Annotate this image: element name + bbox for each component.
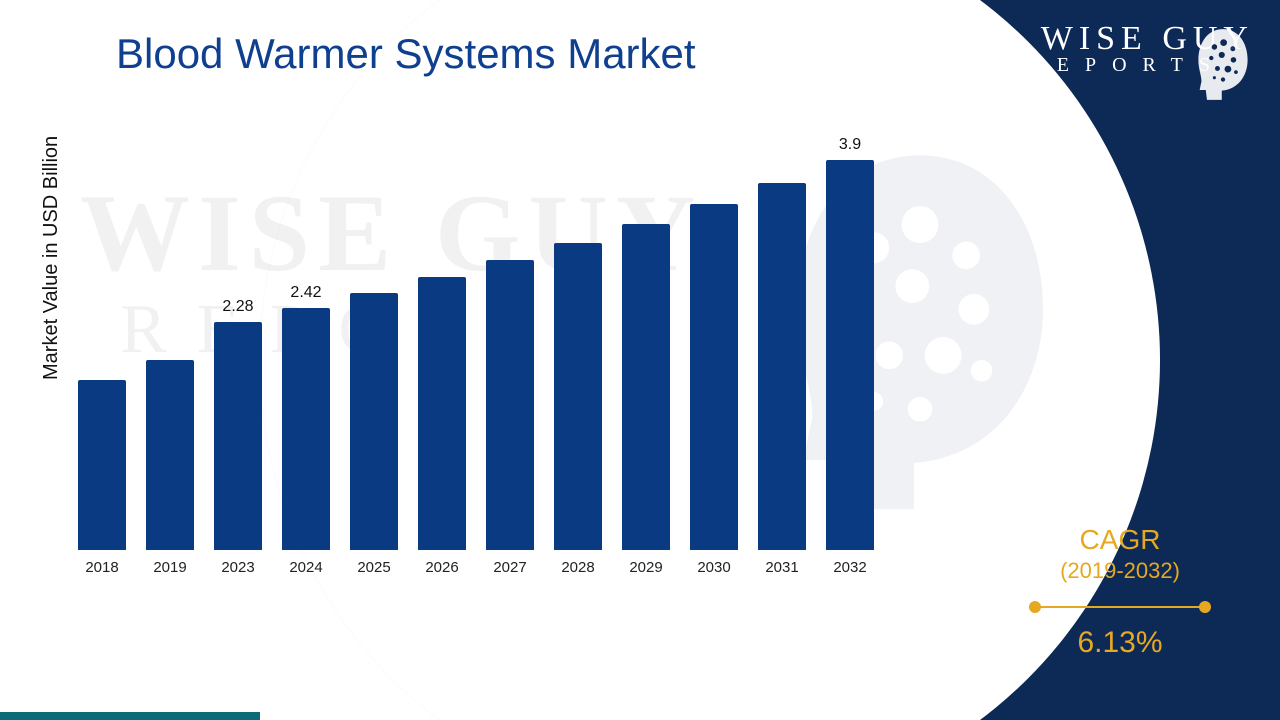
bar bbox=[690, 204, 738, 550]
bottom-accent-bar bbox=[0, 712, 260, 720]
bar bbox=[282, 308, 330, 550]
cagr-range: (2019-2032) bbox=[1020, 558, 1220, 584]
bar bbox=[350, 293, 398, 550]
cagr-value: 6.13% bbox=[1020, 626, 1220, 660]
bar bbox=[214, 322, 262, 550]
x-tick-label: 2025 bbox=[344, 559, 404, 576]
cagr-title: CAGR bbox=[1020, 524, 1220, 556]
x-tick-label: 2018 bbox=[72, 559, 132, 576]
plot-area: 201820192.2820232.4220242025202620272028… bbox=[78, 150, 888, 550]
brand-logo: WISE GUY REPORTS bbox=[984, 20, 1254, 77]
x-tick-label: 2030 bbox=[684, 559, 744, 576]
x-tick-label: 2028 bbox=[548, 559, 608, 576]
cagr-divider bbox=[1035, 606, 1205, 608]
x-tick-label: 2032 bbox=[820, 559, 880, 576]
bar bbox=[146, 360, 194, 550]
bar bbox=[486, 260, 534, 550]
x-tick-label: 2031 bbox=[752, 559, 812, 576]
bar bbox=[758, 183, 806, 550]
bar bbox=[418, 277, 466, 550]
bar-value-label: 2.28 bbox=[208, 298, 268, 316]
x-tick-label: 2029 bbox=[616, 559, 676, 576]
x-tick-label: 2024 bbox=[276, 559, 336, 576]
bar-chart: 201820192.2820232.4220242025202620272028… bbox=[78, 150, 888, 580]
bar bbox=[622, 224, 670, 550]
bar-value-label: 3.9 bbox=[820, 136, 880, 154]
bar bbox=[554, 243, 602, 550]
bar bbox=[826, 160, 874, 550]
cagr-block: CAGR (2019-2032) 6.13% bbox=[1020, 524, 1220, 660]
logo-head-icon bbox=[1188, 26, 1258, 106]
bar-value-label: 2.42 bbox=[276, 284, 336, 302]
y-axis-label: Market Value in USD Billion bbox=[40, 136, 63, 380]
x-tick-label: 2026 bbox=[412, 559, 472, 576]
stage: WISE GUY REPORTS Blood Warmer Systems Ma… bbox=[0, 0, 1280, 720]
x-tick-label: 2027 bbox=[480, 559, 540, 576]
x-tick-label: 2019 bbox=[140, 559, 200, 576]
chart-title: Blood Warmer Systems Market bbox=[116, 30, 696, 78]
x-tick-label: 2023 bbox=[208, 559, 268, 576]
bar bbox=[78, 380, 126, 550]
